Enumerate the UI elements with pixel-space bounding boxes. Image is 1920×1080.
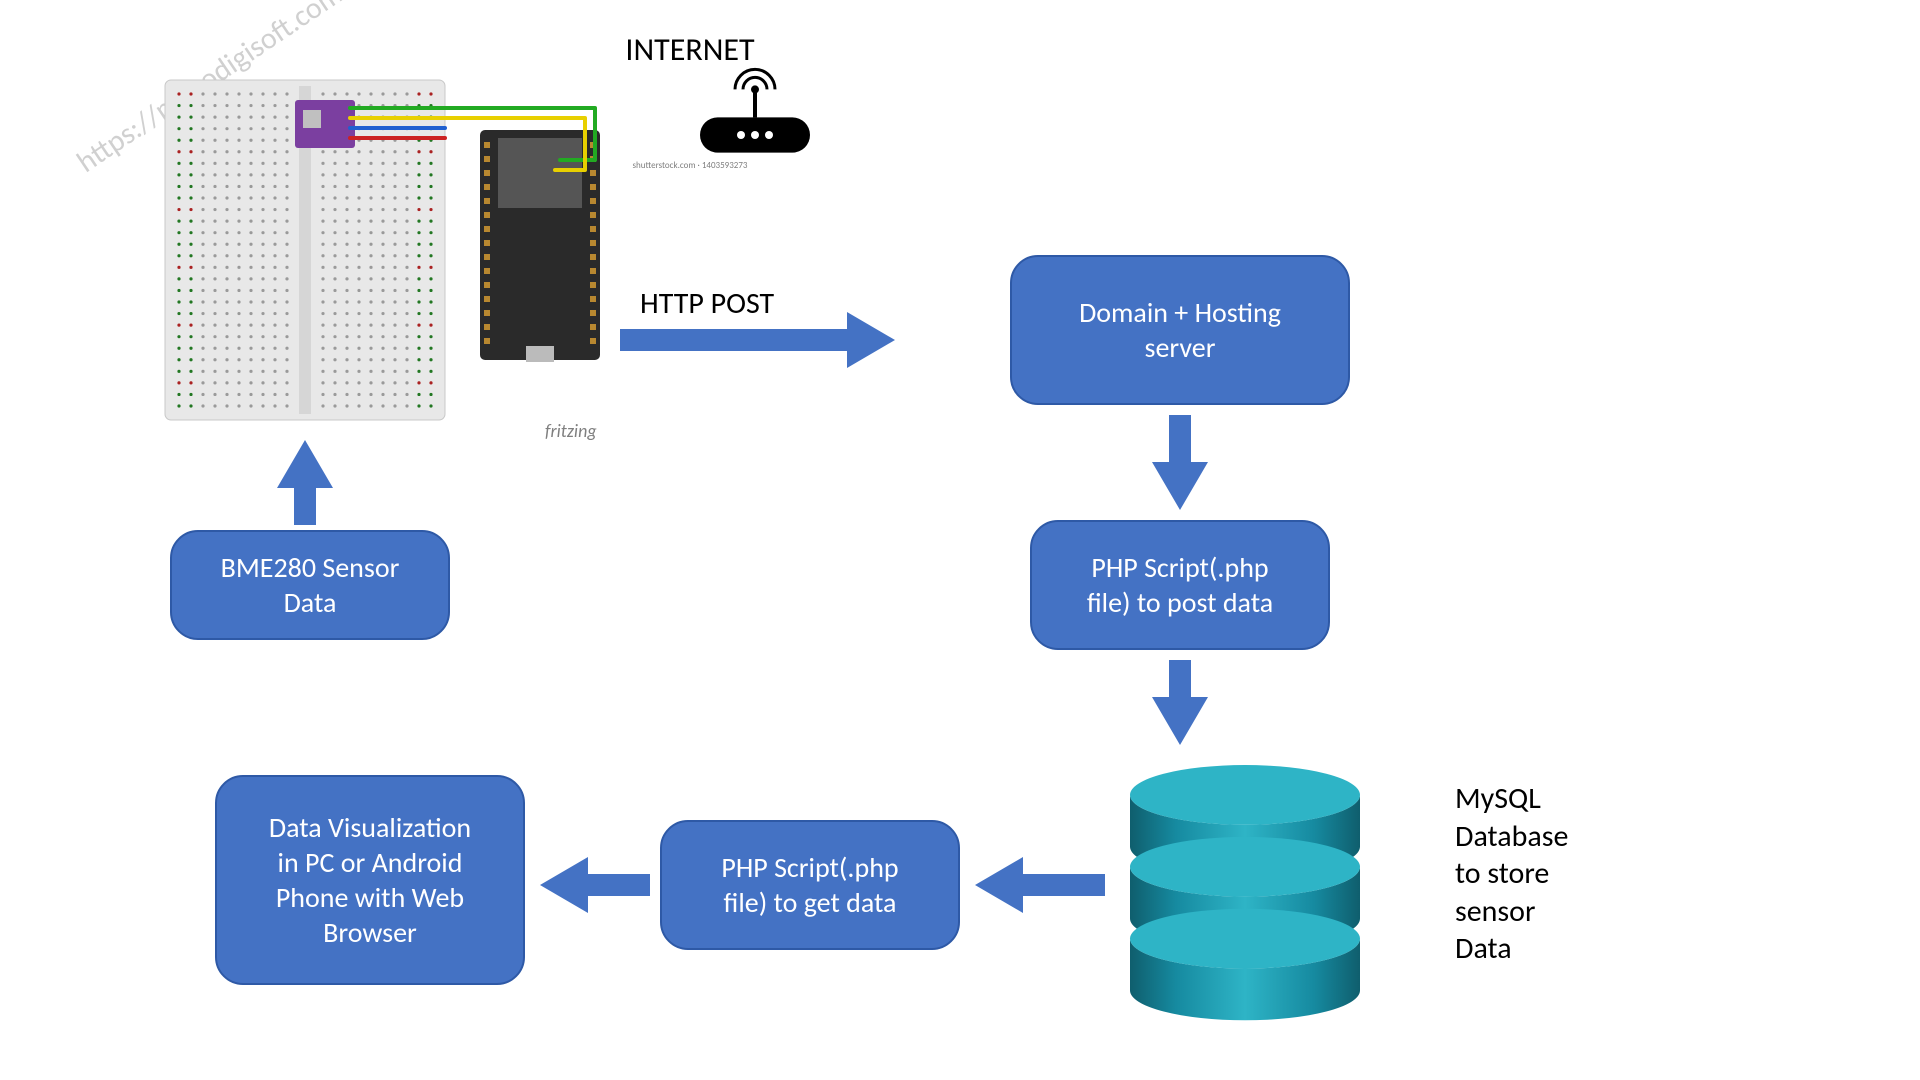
watermark: https://microdigisoft.com - 22:54 <box>70 0 425 181</box>
fritzing-label: fritzing <box>545 420 597 443</box>
internet-label: INTERNET <box>440 30 940 70</box>
domain-hosting-node: Domain + Hosting server <box>1010 255 1350 405</box>
phpget-to-viz <box>540 857 650 913</box>
breadboard-assembly <box>165 80 600 420</box>
php-to-db <box>1152 660 1208 745</box>
bme280-node: BME280 Sensor Data <box>170 530 450 640</box>
db-to-phpget <box>975 857 1105 913</box>
domain-to-php <box>1152 415 1208 510</box>
database-icon <box>1130 765 1360 1020</box>
visualization-node: Data Visualization in PC or Android Phon… <box>215 775 525 985</box>
bme-to-board <box>277 440 333 525</box>
shutterstock-label: shutterstock.com · 1403593273 <box>440 160 940 171</box>
php-get-node: PHP Script(.php file) to get data <box>660 820 960 950</box>
router-icon <box>700 69 810 152</box>
httppost-label: HTTP POST <box>640 285 774 323</box>
php-post-node: PHP Script(.php file) to post data <box>1030 520 1330 650</box>
mysql-label: MySQL Database to store sensor Data <box>1455 780 1568 968</box>
